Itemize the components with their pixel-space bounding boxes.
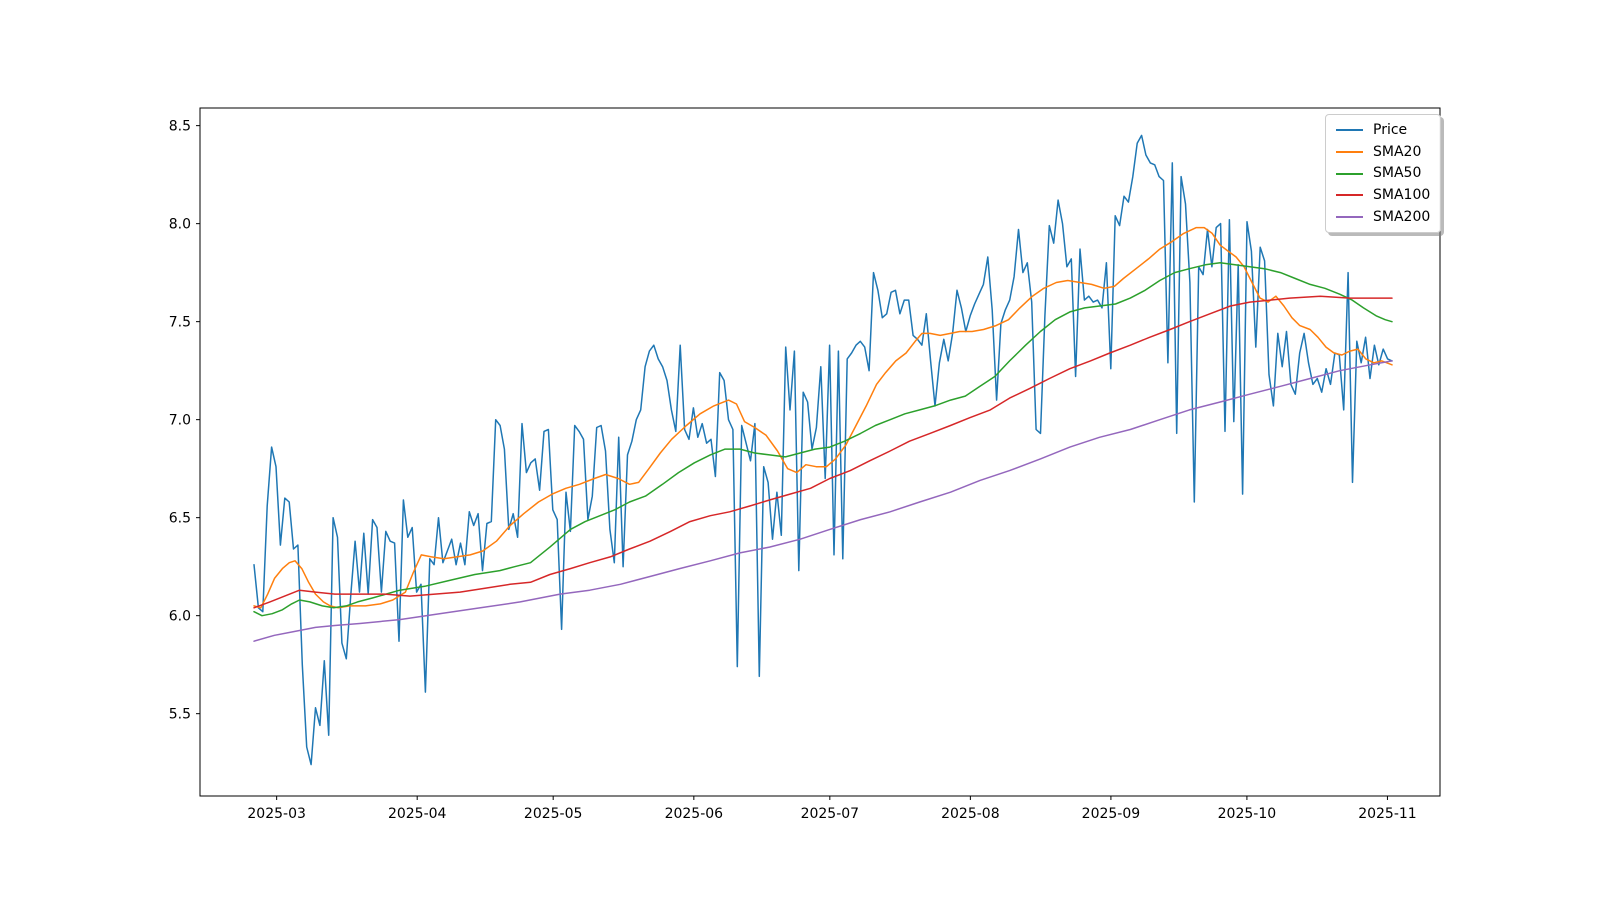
legend-item-sma50: SMA50 — [1336, 166, 1430, 181]
series-line-sma20 — [253, 226, 1393, 609]
x-tick-label: 2025-05 — [524, 806, 583, 822]
y-tick-label: 5.5 — [169, 707, 191, 723]
axes: 2025-03 2025-04 2025-05 2025-06 2025-07 2025-… — [169, 107, 1441, 822]
legend-item-price: Price — [1336, 123, 1430, 138]
x-tick-label: 2025-04 — [388, 806, 447, 822]
legend: Price SMA20 SMA50 SMA100 SMA200 — [1325, 114, 1442, 234]
series-line-sma200 — [253, 360, 1393, 642]
sma100-line-swatch-icon — [1336, 194, 1363, 197]
series-line-sma100 — [253, 295, 1393, 609]
legend-label: SMA200 — [1373, 208, 1431, 225]
legend-label: SMA50 — [1373, 165, 1422, 182]
legend-item-sma20: SMA20 — [1336, 143, 1430, 160]
x-tick-label: 2025-06 — [665, 806, 724, 822]
x-tick-label: 2025-08 — [941, 806, 1000, 822]
y-tick-label: 6.0 — [169, 609, 191, 625]
series-line-sma50 — [253, 262, 1393, 617]
legend-item-sma200: SMA200 — [1336, 210, 1430, 225]
y-tick-label: 8.5 — [169, 119, 191, 135]
x-tick-label: 2025-07 — [801, 806, 860, 822]
x-tick-label: 2025-09 — [1082, 806, 1141, 822]
x-tick-label: 2025-10 — [1218, 806, 1277, 822]
series-lines — [253, 134, 1393, 766]
y-tick-label: 6.5 — [169, 511, 191, 527]
legend-item-sma100: SMA100 — [1336, 188, 1430, 203]
legend-label: Price — [1373, 122, 1408, 138]
legend-label: SMA20 — [1373, 143, 1422, 160]
x-tick-label: 2025-11 — [1358, 806, 1417, 822]
legend-label: SMA100 — [1373, 187, 1431, 204]
sma200-line-swatch-icon — [1336, 216, 1363, 219]
y-tick-label: 7.0 — [169, 413, 191, 429]
sma50-line-swatch-icon — [1336, 172, 1363, 175]
sma20-line-swatch-icon — [1336, 151, 1363, 154]
y-tick-label: 7.5 — [169, 315, 191, 331]
series-line-price — [253, 134, 1393, 766]
x-tick-label: 2025-03 — [247, 806, 306, 822]
price-line-swatch-icon — [1336, 129, 1363, 132]
y-tick-label: 8.0 — [169, 217, 191, 233]
